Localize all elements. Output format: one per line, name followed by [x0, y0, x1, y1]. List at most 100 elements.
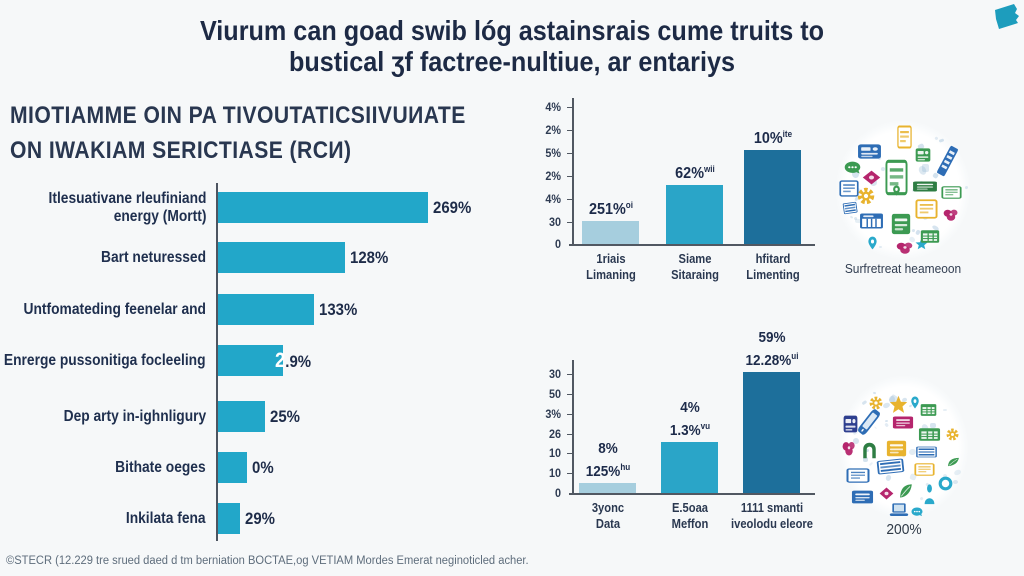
hbar-label: Enrerge pussonitiga focleeling — [0, 337, 206, 384]
v-bar-value-suffix: hu — [619, 462, 630, 472]
v-bar-xlabel-text: hfitard Limenting — [745, 251, 800, 282]
blob-icon — [896, 241, 914, 255]
hbar-value: 0% — [252, 452, 277, 483]
doc-icon — [839, 179, 859, 197]
cluster-noise-mark — [921, 164, 929, 173]
diamond-icon — [879, 487, 894, 500]
y-axis-line — [572, 98, 574, 245]
cluster-caption-text: 200% — [886, 521, 922, 538]
gear-icon — [857, 187, 875, 205]
y-tick-label: 3% — [515, 406, 561, 422]
y-tick-label-text: 4% — [545, 100, 561, 114]
y-axis-tick — [567, 472, 572, 474]
y-tick-label: 2% — [515, 122, 561, 138]
section-heading-line1: MIOTIAMME OIN PA TIVOUTATICSIIVUИATE — [10, 102, 466, 129]
y-axis-tick — [567, 129, 572, 131]
y-tick-label: 5% — [515, 145, 561, 161]
v-bar-xlabel-text: Siame Sitaraing — [670, 251, 719, 282]
hbar-label: Bart neturessed — [0, 234, 206, 281]
hbar-value-text: 25% — [270, 406, 300, 426]
hbar-label: Inkilata fena — [0, 495, 206, 542]
docfill-icon — [851, 490, 874, 504]
docfill-icon — [891, 213, 911, 235]
y-tick-label: 2% — [515, 168, 561, 184]
y-tick-label-text: 30 — [548, 215, 561, 229]
v-bar-value: 8% 125%hu — [538, 439, 678, 480]
diamond-icon — [862, 170, 881, 185]
hbar-label-text: Untfomateding feenelar and — [23, 300, 206, 318]
hbar-value: 133% — [319, 294, 362, 325]
v-bar-value-text: 8% 125%hu — [585, 440, 630, 480]
hbar-label-text: Enrerge pussonitiga focleeling — [4, 351, 206, 369]
v-bar-value-suffix: ite — [782, 129, 792, 139]
hbar-bar — [218, 452, 247, 483]
hbar-bar — [218, 242, 345, 273]
v-bar — [582, 221, 639, 244]
cluster-caption: 200% — [794, 521, 1014, 538]
v-bar-value-suffix: ui — [790, 351, 798, 361]
y-tick-label-text: 2% — [545, 123, 561, 137]
corner-flag-icon — [995, 4, 1019, 29]
v-bar — [743, 372, 800, 493]
hbar-label: Untfomateding feenelar and — [0, 286, 206, 333]
y-tick-label: 4% — [515, 191, 561, 207]
v-bar-value-text: 62%wii — [674, 164, 715, 182]
hbar-value-text: 29% — [245, 508, 275, 528]
v-bar-xlabel: 3yonc Data — [528, 500, 688, 531]
v-bar-value-text: 59% 12.28%ui — [745, 329, 798, 369]
grid-icon — [920, 229, 940, 244]
v-bar-value-text: 10%ite — [753, 129, 792, 147]
leaf-icon — [899, 483, 913, 499]
v-bar-xlabel: hfitard Limenting — [693, 251, 853, 282]
y-axis-tick — [567, 413, 572, 415]
ring-icon — [938, 476, 953, 491]
pin-icon — [867, 236, 878, 250]
doc-icon — [913, 462, 935, 476]
hbar-bar — [218, 345, 283, 376]
y-tick-label: 0 — [515, 485, 561, 501]
y-tick-label-text: 4% — [545, 192, 561, 206]
docfill-icon — [892, 416, 914, 429]
hbar-value: 25% — [270, 401, 304, 432]
v-bar-xlabel-text: 1111 smanti iveolodu eleore — [730, 500, 813, 531]
hbar-label: Bithate oeges — [0, 444, 206, 491]
docfill-icon — [912, 179, 938, 192]
hbar-label-text: Bart neturessed — [100, 248, 206, 266]
y-axis-tick — [567, 373, 572, 375]
y-axis-tick — [567, 198, 572, 200]
page-title-line1: Viurum can goad swib lóg astainsrais cum… — [199, 15, 825, 46]
doc-icon — [914, 199, 938, 219]
card-icon — [915, 147, 931, 163]
y-axis-tick — [567, 393, 572, 395]
section-heading-line2: ON IWAKIAM SERICTIASE (RCИ) — [10, 137, 352, 164]
v-bar-value: 62%wii — [625, 160, 765, 182]
arch-icon — [862, 442, 877, 459]
gear-icon — [869, 396, 883, 410]
v-bar-xlabel-text: E.5oaa Meffon — [671, 500, 708, 531]
hbar-label-text: Itlesuativane rleufiniand energy (Mortt) — [48, 189, 206, 225]
hbar-label: Dep arty in-ighnligury — [0, 393, 206, 440]
y-tick-label-text: 50 — [548, 387, 561, 401]
y-axis-tick — [567, 221, 572, 223]
v-bar-value: 251%oi — [541, 196, 681, 218]
footnote: ©STECR (12.229 tre srued daed d tm berni… — [6, 555, 545, 567]
y-tick-label: 4% — [515, 99, 561, 115]
card-icon — [857, 143, 882, 160]
y-tick-label: 30 — [515, 366, 561, 382]
y-tick-label-text: 5% — [545, 146, 561, 160]
page-title: Viurum can goad swib lóg astainsrais cum… — [0, 15, 1024, 77]
v-bar-value-suffix: oi — [625, 200, 633, 210]
keys-icon — [859, 212, 884, 230]
leaf-icon — [947, 454, 960, 467]
hbar-value: 29% — [245, 503, 279, 534]
stripes-icon — [842, 200, 858, 215]
hbar-value: 269% — [433, 192, 476, 223]
stripes-icon — [876, 457, 904, 475]
bubble-icon — [844, 161, 861, 176]
y-tick-label-text: 0 — [554, 486, 561, 500]
x-axis-line — [569, 244, 815, 246]
hbar-value-text: 133% — [319, 299, 358, 319]
y-axis-tick — [567, 106, 572, 108]
hbar-bar — [218, 401, 265, 432]
star-icon — [889, 395, 908, 414]
